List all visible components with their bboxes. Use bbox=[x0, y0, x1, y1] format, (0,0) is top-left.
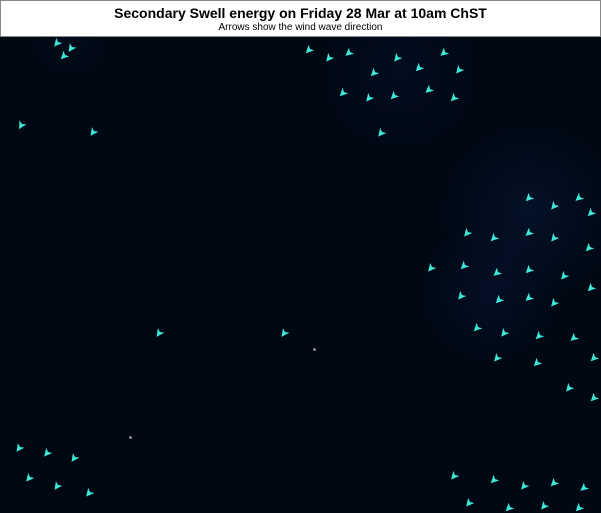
glow-region bbox=[440, 122, 601, 302]
wind-arrow-icon bbox=[48, 475, 67, 494]
wind-arrow-icon bbox=[485, 227, 505, 247]
wind-arrow-icon bbox=[452, 285, 472, 305]
wind-arrow-icon bbox=[520, 222, 540, 242]
glow-region bbox=[30, 37, 110, 77]
wind-arrow-icon bbox=[458, 222, 478, 242]
wind-arrow-icon bbox=[555, 265, 575, 285]
wind-arrow-icon bbox=[10, 437, 29, 456]
wind-arrow-icon bbox=[300, 39, 320, 59]
wind-arrow-icon bbox=[460, 492, 480, 512]
wind-arrow-icon bbox=[545, 195, 565, 215]
glow-region bbox=[420, 222, 560, 362]
wind-arrow-icon bbox=[372, 122, 392, 142]
map-title: Secondary Swell energy on Friday 28 Mar … bbox=[114, 5, 487, 21]
wind-arrow-icon bbox=[515, 475, 535, 495]
wind-arrow-icon bbox=[445, 465, 465, 485]
wind-arrow-icon bbox=[585, 347, 601, 367]
wind-arrow-icon bbox=[488, 262, 508, 282]
wind-arrow-icon bbox=[62, 37, 81, 56]
wind-arrow-icon bbox=[520, 259, 540, 279]
wind-arrow-icon bbox=[388, 47, 408, 67]
wind-arrow-icon bbox=[585, 387, 601, 407]
wind-arrow-icon bbox=[55, 45, 75, 65]
wind-arrow-icon bbox=[495, 322, 515, 342]
wind-arrow-icon bbox=[20, 467, 40, 487]
wind-arrow-icon bbox=[320, 47, 340, 67]
swell-map bbox=[0, 37, 601, 513]
wind-arrow-icon bbox=[545, 472, 565, 492]
wind-arrow-icon bbox=[582, 202, 601, 222]
wind-arrow-icon bbox=[365, 62, 385, 82]
wind-arrow-icon bbox=[488, 347, 508, 367]
wind-arrow-icon bbox=[420, 79, 440, 99]
wind-arrow-icon bbox=[334, 82, 354, 102]
wind-arrow-icon bbox=[360, 87, 380, 107]
wind-arrow-icon bbox=[12, 114, 31, 133]
glow-region bbox=[320, 37, 480, 152]
wind-arrow-icon bbox=[545, 292, 565, 312]
wind-arrow-icon bbox=[435, 42, 455, 62]
wind-arrow-icon bbox=[445, 87, 465, 107]
wind-arrow-icon bbox=[580, 237, 600, 257]
wind-arrow-icon bbox=[575, 477, 595, 497]
wind-arrow-icon bbox=[450, 59, 470, 79]
wind-arrow-icon bbox=[582, 277, 601, 297]
wind-arrow-icon bbox=[500, 497, 520, 513]
wind-arrow-icon bbox=[490, 289, 510, 309]
wind-arrow-icon bbox=[565, 327, 585, 347]
wind-arrow-icon bbox=[570, 187, 590, 207]
wind-arrow-icon bbox=[560, 377, 580, 397]
wind-arrow-icon bbox=[385, 85, 405, 105]
wind-arrow-icon bbox=[545, 227, 565, 247]
wind-arrow-icon bbox=[535, 495, 555, 513]
wind-arrow-icon bbox=[570, 497, 590, 513]
wind-arrow-icon bbox=[520, 187, 540, 207]
wind-arrow-icon bbox=[38, 442, 58, 462]
wind-arrow-icon bbox=[422, 257, 442, 277]
wind-arrow-icon bbox=[275, 322, 294, 341]
wind-arrow-icon bbox=[528, 352, 548, 372]
wind-arrow-icon bbox=[65, 447, 84, 466]
wind-arrow-icon bbox=[80, 482, 100, 502]
wind-arrow-icon bbox=[485, 469, 505, 489]
map-dot bbox=[313, 348, 316, 351]
wind-arrow-icon bbox=[84, 121, 103, 140]
wind-arrow-icon bbox=[150, 322, 169, 341]
map-subtitle: Arrows show the wind wave direction bbox=[219, 22, 383, 33]
map-dot bbox=[129, 436, 132, 439]
wind-arrow-icon bbox=[520, 287, 540, 307]
wind-arrow-icon bbox=[410, 57, 430, 77]
wind-arrow-icon bbox=[48, 37, 68, 52]
wind-arrow-icon bbox=[530, 325, 550, 345]
wind-arrow-icon bbox=[455, 255, 475, 275]
wind-arrow-icon bbox=[340, 42, 360, 62]
wind-arrow-icon bbox=[468, 317, 488, 337]
map-header: Secondary Swell energy on Friday 28 Mar … bbox=[0, 0, 601, 37]
